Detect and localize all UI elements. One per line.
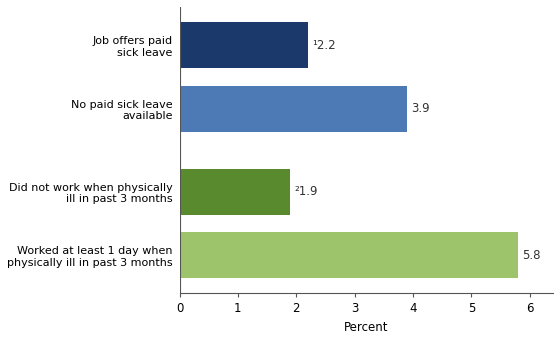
Text: 5.8: 5.8	[522, 249, 540, 262]
Text: 3.9: 3.9	[411, 102, 430, 115]
Bar	[180, 169, 291, 214]
Text: ¹2.2: ¹2.2	[312, 39, 335, 51]
X-axis label: Percent: Percent	[344, 321, 389, 334]
Bar	[180, 86, 407, 132]
Text: ²1.9: ²1.9	[295, 185, 318, 198]
Bar	[180, 22, 308, 68]
Bar	[180, 232, 518, 278]
